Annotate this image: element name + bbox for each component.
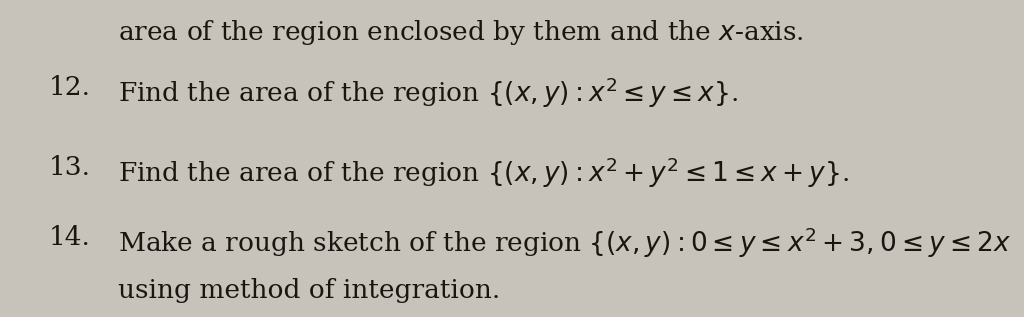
Text: 14.: 14. (49, 225, 91, 250)
Text: Find the area of the region $\{(x, y) : x^2 \leq y \leq x\}$.: Find the area of the region $\{(x, y) : … (118, 75, 738, 109)
Text: using method of integration.: using method of integration. (118, 278, 500, 303)
Text: area of the region enclosed by them and the $x$-axis.: area of the region enclosed by them and … (118, 18, 804, 47)
Text: Find the area of the region $\{(x, y) : x^2 + y^2 \leq 1 \leq x + y\}$.: Find the area of the region $\{(x, y) : … (118, 155, 849, 190)
Text: 13.: 13. (49, 155, 91, 180)
Text: 12.: 12. (49, 75, 91, 100)
Text: Make a rough sketch of the region $\{(x, y) : 0 \leq y \leq x^2 + 3, 0 \leq y \l: Make a rough sketch of the region $\{(x,… (118, 225, 1011, 260)
